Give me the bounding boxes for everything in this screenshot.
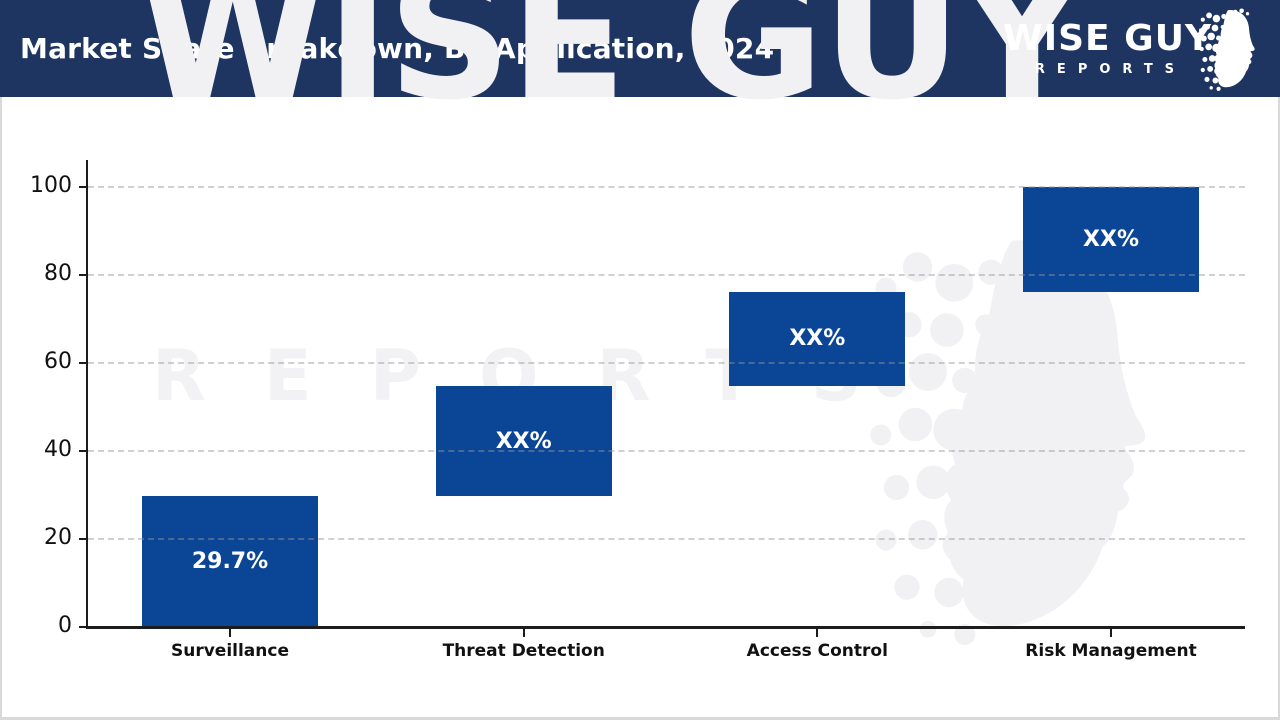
y-tick-label-100: 100 — [30, 173, 72, 198]
y-tick-80 — [79, 274, 88, 276]
bar-risk-management: XX% — [1023, 187, 1199, 292]
gridline-40 — [88, 450, 1245, 452]
y-tick-0 — [79, 626, 88, 628]
y-tick-label-20: 20 — [44, 525, 72, 550]
x-tick-0 — [229, 629, 231, 637]
x-tick-label-2: Access Control — [746, 641, 888, 661]
y-tick-40 — [79, 450, 88, 452]
page-title: Market Share Breakdown, By Application, … — [20, 32, 775, 65]
bar-threat-detection: XX% — [435, 385, 612, 497]
watermark-face-icon — [867, 232, 1146, 645]
x-tick-label-0: Surveillance — [170, 641, 289, 661]
gridline-80 — [88, 274, 1245, 276]
gridline-60 — [88, 362, 1245, 364]
y-tick-label-80: 80 — [44, 261, 72, 286]
bar-value-label: XX% — [495, 428, 552, 454]
y-tick-100 — [79, 186, 88, 188]
y-tick-20 — [79, 538, 88, 540]
bar-access-control: XX% — [729, 291, 906, 386]
x-tick-label-3: Risk Management — [1025, 641, 1197, 661]
logo-sub-wordmark: REPORTS — [1034, 61, 1187, 77]
x-tick-3 — [1110, 629, 1112, 637]
wiseguy-face-icon — [1199, 7, 1255, 91]
frame-border-bottom — [0, 717, 1280, 720]
bar-surveillance: 29.7% — [142, 496, 318, 627]
y-tick-label-0: 0 — [58, 613, 72, 638]
logo-text: WISE GUY REPORTS — [1002, 17, 1212, 77]
bar-value-label: 29.7% — [191, 549, 269, 575]
x-tick-2 — [816, 629, 819, 637]
watermark-wordmark: WISE GUY — [138, 0, 1084, 138]
bar-value-label: XX% — [789, 326, 846, 352]
x-tick-1 — [522, 629, 525, 637]
y-axis-spine — [86, 160, 88, 629]
bar-value-label: XX% — [1083, 226, 1139, 252]
gridline-20 — [88, 538, 1245, 540]
plot: 29.7% XX% XX% XX% 0 20 40 60 80 100 Surveillance Th… — [0, 97, 1280, 720]
frame-border-right — [1278, 97, 1280, 720]
y-tick-60 — [79, 362, 88, 364]
y-tick-label-60: 60 — [44, 349, 72, 374]
wiseguy-logo: WISE GUY REPORTS — [1003, 7, 1260, 91]
x-axis-spine — [86, 626, 1245, 629]
header: Market Share Breakdown, By Application, … — [0, 0, 1280, 97]
gridline-100 — [88, 186, 1245, 188]
frame-border-left — [0, 97, 2, 720]
logo-wordmark: WISE GUY — [1002, 17, 1212, 59]
x-tick-label-1: Threat Detection — [442, 641, 605, 661]
y-tick-label-40: 40 — [44, 437, 72, 462]
